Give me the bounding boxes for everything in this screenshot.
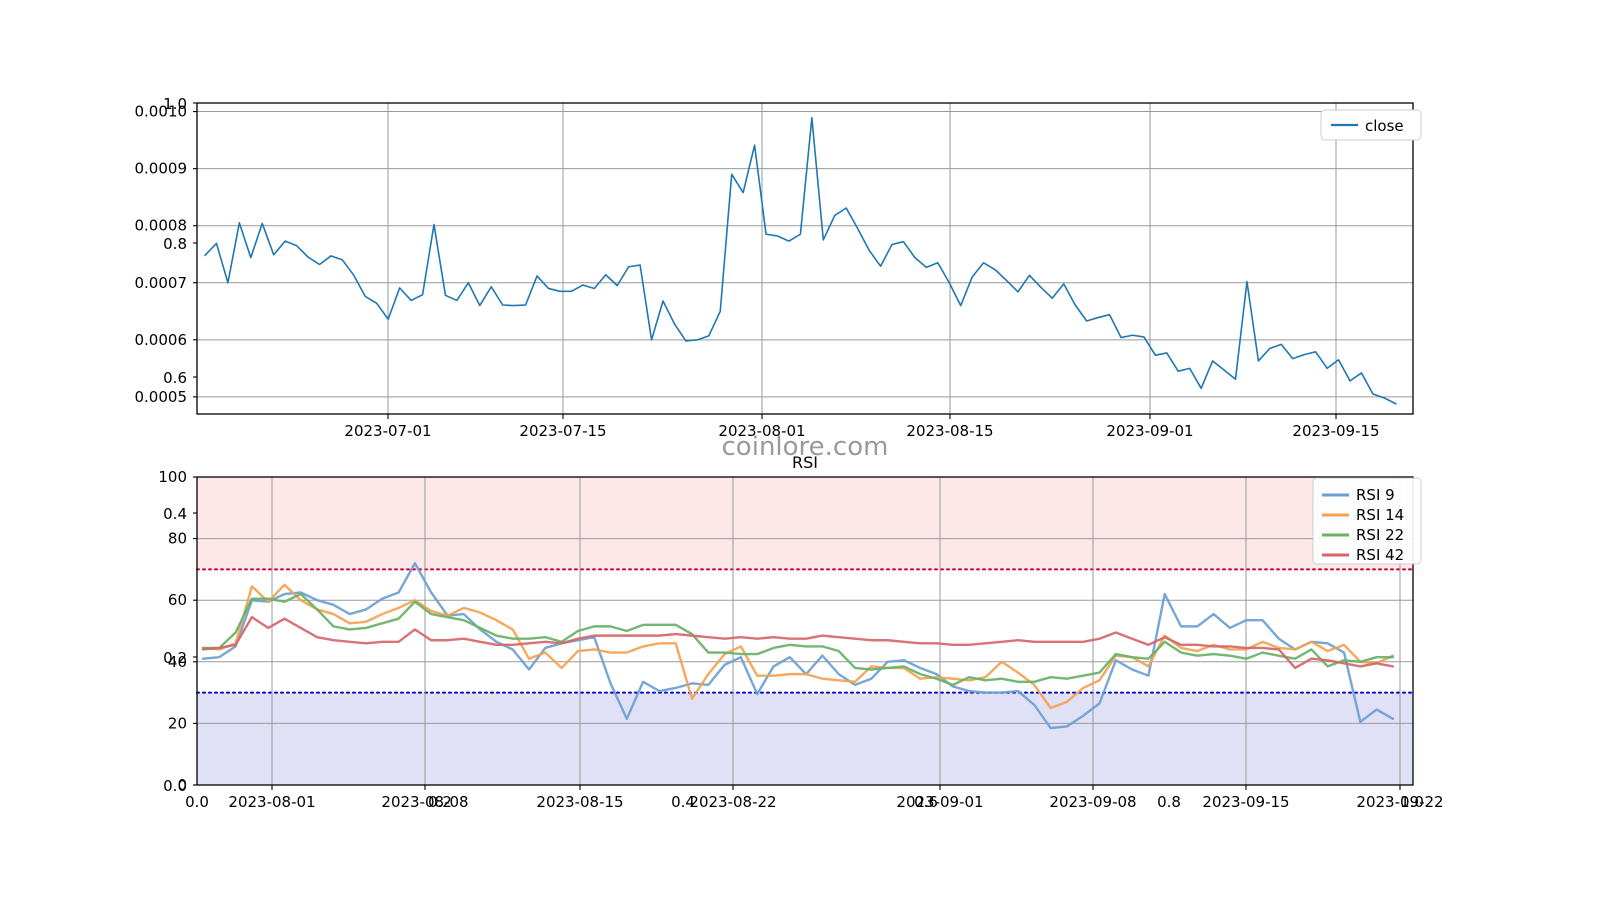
price-x-tick-label: 2023-08-15	[906, 422, 993, 440]
rsi-x-tick-label: 2023-08-01	[228, 793, 315, 811]
price-close-line	[204, 117, 1397, 405]
rsi-legend-label-rsi-9: RSI 9	[1356, 486, 1395, 504]
rsi-x-tick-label: 2023-08-08	[381, 793, 468, 811]
rsi-axes-frame	[196, 476, 1414, 786]
rsi-y-overlap-label: 0.4	[163, 505, 187, 523]
rsi-x-overlap-label: 0.6	[914, 793, 938, 811]
rsi-y-tick-label: 40	[168, 653, 187, 671]
rsi-x-tick-label: 2023-08-22	[689, 793, 776, 811]
rsi-x-tick-label: 2023-08-15	[536, 793, 623, 811]
rsi-x-overlap-label: 1.0	[1400, 793, 1424, 811]
rsi-legend-label-rsi-42: RSI 42	[1356, 546, 1404, 564]
price-legend-label-close: close	[1365, 117, 1404, 135]
rsi-y-tick-label: 60	[168, 591, 187, 609]
price-legend-box	[1320, 109, 1422, 141]
price-y-tick-label: 0.0007	[135, 274, 188, 292]
price-x-tick-label: 2023-07-01	[344, 422, 431, 440]
rsi-y-tick-label: 100	[158, 468, 187, 486]
price-y-tick-label: 0.0006	[135, 331, 188, 349]
rsi-line-rsi-9	[201, 562, 1395, 730]
price-y-overlap-label: 0.6	[163, 369, 187, 387]
rsi-x-overlap-label: 0.4	[671, 793, 695, 811]
price-y-overlap-label: 0.8	[163, 235, 187, 253]
rsi-line-rsi-42	[201, 615, 1395, 670]
rsi-line-rsi-14	[201, 583, 1395, 710]
rsi-y-overlap-label: 0.0	[163, 777, 187, 795]
rsi-y-tick-label: 0	[177, 776, 187, 794]
rsi-legend-box	[1312, 477, 1422, 565]
rsi-x-tick-label: 2023-09-22	[1356, 793, 1443, 811]
rsi-x-overlap-label: 0.0	[185, 793, 209, 811]
price-x-tick-label: 2023-09-15	[1292, 422, 1379, 440]
price-x-tick-label: 2023-09-01	[1106, 422, 1193, 440]
rsi-y-overlap-label: 0.2	[163, 649, 187, 667]
rsi-x-tick-label: 2023-09-15	[1202, 793, 1289, 811]
rsi-x-overlap-label: 0.2	[428, 793, 452, 811]
price-y-overlap-label: 1.0	[163, 95, 187, 113]
price-x-tick-label: 2023-07-15	[519, 422, 606, 440]
price-y-tick-label: 0.0005	[135, 388, 188, 406]
rsi-y-tick-label: 20	[168, 714, 187, 732]
rsi-legend-label-rsi-22: RSI 22	[1356, 526, 1404, 544]
price-y-tick-label: 0.0009	[135, 160, 188, 178]
rsi-panel-title: RSI	[792, 453, 818, 472]
rsi-x-overlap-label: 0.8	[1157, 793, 1181, 811]
rsi-x-tick-label: 2023-09-01	[896, 793, 983, 811]
rsi-legend-label-rsi-14: RSI 14	[1356, 506, 1404, 524]
rsi-line-rsi-22	[201, 592, 1395, 687]
price-y-tick-label: 0.0010	[135, 103, 188, 121]
price-x-tick-label: 2023-08-01	[718, 422, 805, 440]
rsi-y-tick-label: 80	[168, 530, 187, 548]
coinlore-watermark: coinlore.com	[722, 432, 889, 462]
rsi-overbought-band	[197, 477, 1413, 570]
price-axes-frame	[196, 102, 1414, 415]
rsi-oversold-band	[197, 692, 1413, 785]
rsi-x-tick-label: 2023-09-08	[1049, 793, 1136, 811]
price-y-tick-label: 0.0008	[135, 217, 188, 235]
